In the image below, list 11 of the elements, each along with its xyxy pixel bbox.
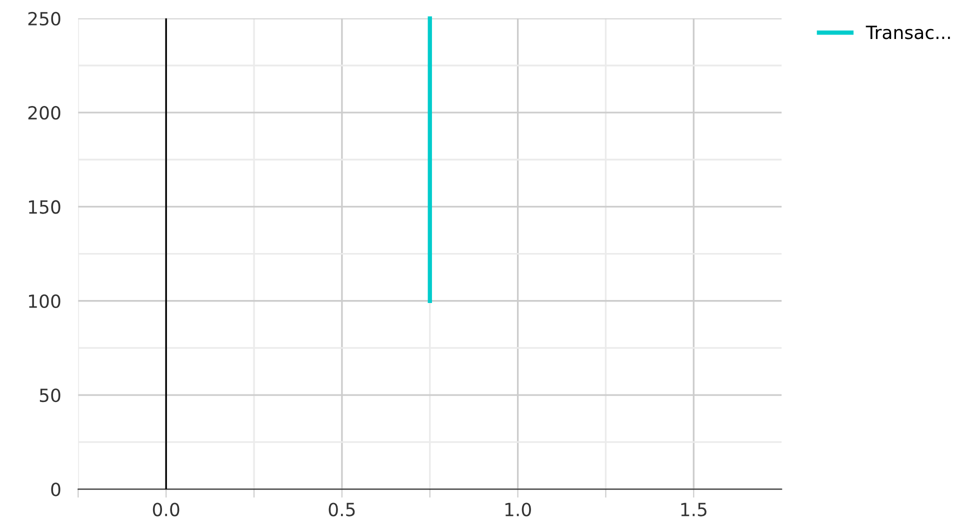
y-tick-label: 200 [28,106,60,120]
x-tick-label: 1.0 [505,502,531,516]
y-tick-label: 100 [29,294,60,308]
x-tick-label: 1.5 [681,502,706,516]
y-tick-label: 50 [40,388,60,402]
y-tick-label: 250 [28,12,60,26]
legend-label: Transac... [866,26,950,40]
y-tick-label: 0 [51,482,60,496]
x-tick-label: 0.0 [152,502,180,516]
y-tick-label: 150 [29,200,60,214]
x-tick-label: 0.5 [328,502,355,516]
